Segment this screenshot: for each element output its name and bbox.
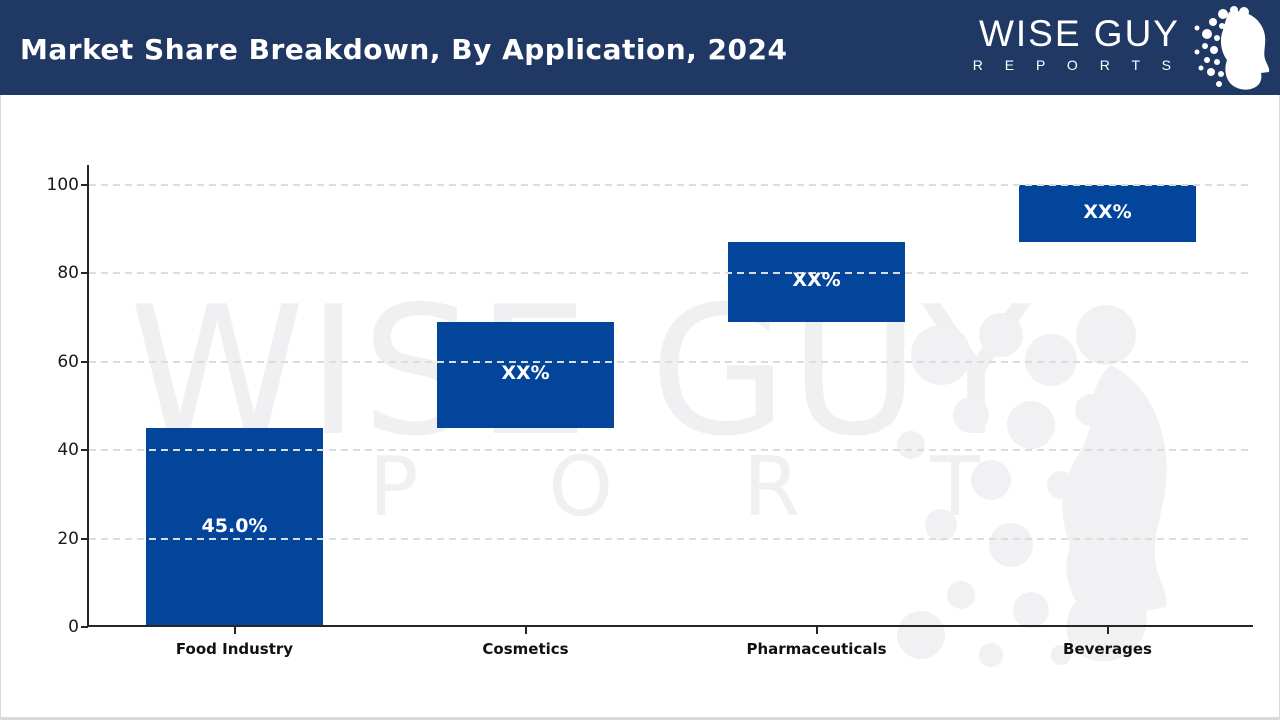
y-tick-label: 60 <box>57 351 79 372</box>
gridline <box>89 360 1253 363</box>
watermark-subtitle: P O R T S <box>369 440 1215 535</box>
y-tick-label: 20 <box>57 528 79 549</box>
y-tick-mark <box>81 272 88 275</box>
x-tick-mark <box>524 627 527 634</box>
wiseguy-logo: WISE GUY R E P O R T S <box>973 14 1180 74</box>
gridline <box>89 449 1253 452</box>
x-category-label: Pharmaceuticals <box>746 640 887 658</box>
bar-value-label: XX% <box>792 269 841 292</box>
y-tick-mark <box>81 626 88 628</box>
logo-subtitle: R E P O R T S <box>972 57 1180 73</box>
bar-cosmetics <box>437 322 614 429</box>
header-bar: Market Share Breakdown, By Application, … <box>0 0 1280 95</box>
bar-beverages <box>1019 185 1196 243</box>
bar-food-industry <box>146 428 323 627</box>
gridline <box>89 537 1253 540</box>
chart-card: WISE GUY P O R T S 0 20 40 60 80 100 45.0% Food… <box>0 95 1280 720</box>
x-tick-mark <box>1106 627 1109 634</box>
plot-area: 0 20 40 60 80 100 45.0% Food Industry XX% Cosmeti… <box>1 95 1279 717</box>
bar-value-label: XX% <box>501 362 550 385</box>
y-tick-label: 40 <box>57 440 79 461</box>
x-category-label: Cosmetics <box>482 640 569 658</box>
gridline <box>89 184 1253 186</box>
y-tick-label: 80 <box>57 263 79 284</box>
y-tick-label: 100 <box>46 175 79 195</box>
y-tick-mark <box>81 360 88 363</box>
bar-pharmaceuticals <box>728 242 905 322</box>
y-tick-mark <box>81 184 88 186</box>
logo-wordmark: WISE GUY <box>978 13 1180 54</box>
x-axis-line <box>87 625 1253 627</box>
page-title: Market Share Breakdown, By Application, … <box>20 33 788 66</box>
y-tick-label: 0 <box>68 617 79 637</box>
y-axis-line <box>87 165 89 627</box>
x-category-label: Food Industry <box>175 640 294 658</box>
y-tick-mark <box>81 537 88 540</box>
x-tick-mark <box>815 627 818 634</box>
x-category-label: Beverages <box>1063 640 1152 658</box>
wiseguy-face-icon <box>1194 6 1270 90</box>
gridline <box>89 272 1253 275</box>
bar-value-label: 45.0% <box>201 514 268 537</box>
y-tick-mark <box>81 449 88 452</box>
x-tick-mark <box>233 627 236 634</box>
bar-value-label: XX% <box>1083 200 1132 223</box>
watermark-face-icon <box>897 305 1167 667</box>
